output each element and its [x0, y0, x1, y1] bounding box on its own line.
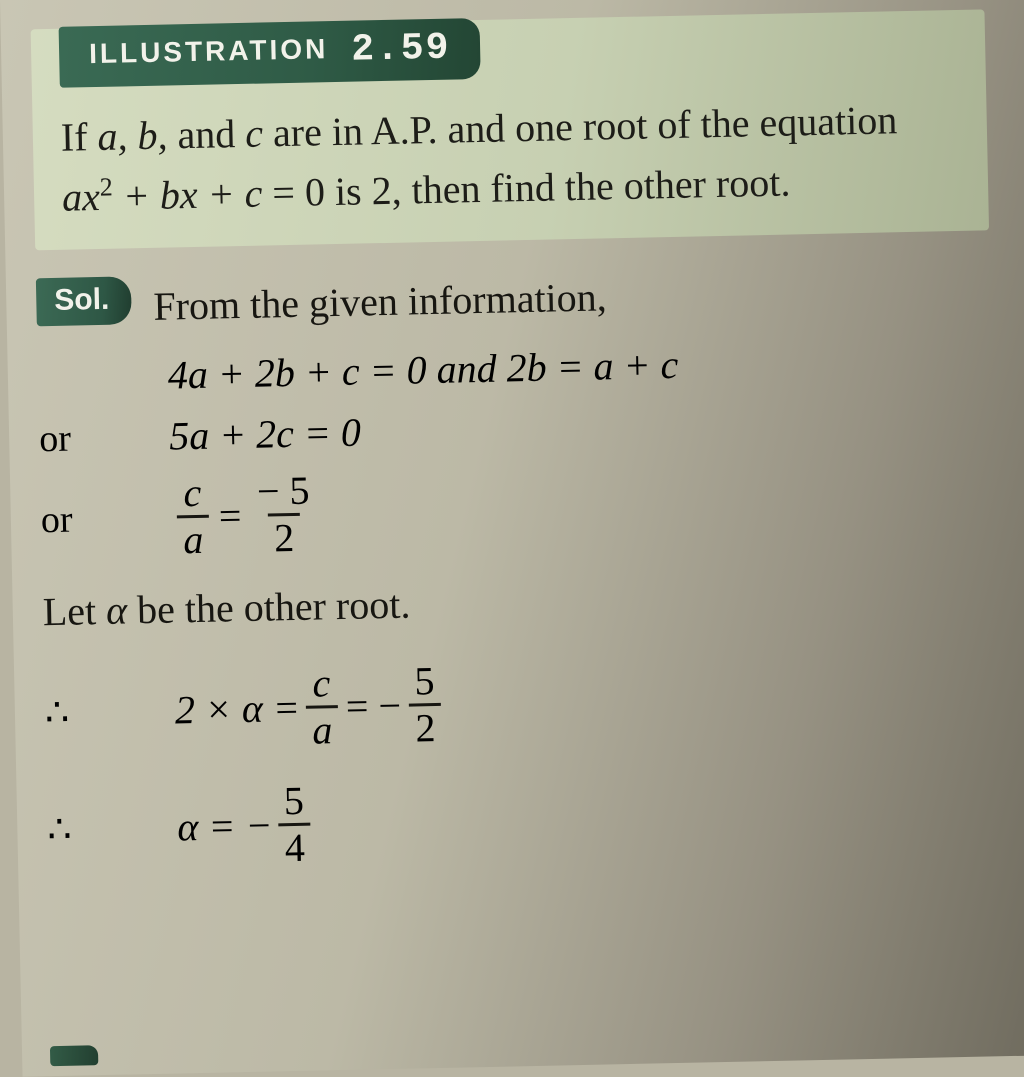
- step4-mid: = −: [345, 682, 401, 730]
- frac-c-over-a: c a: [305, 663, 339, 751]
- problem-var-c: c: [245, 111, 264, 156]
- solution-intro-row: Sol. From the given information,: [36, 258, 991, 340]
- step-4-row: ∴ 2 × α = c a = − 5 2: [44, 649, 1000, 756]
- frac-den: 2: [268, 513, 301, 559]
- problem-tail: is 2, then find the other root.: [324, 159, 790, 214]
- step-1-row: 4a + 2b + c = 0 and 2b = a + c: [37, 334, 992, 401]
- problem-vars-ab: a, b,: [97, 113, 168, 159]
- step-3-row: or c a = − 5 2: [40, 456, 996, 563]
- step-4-expr: 2 × α = c a = − 5 2: [174, 661, 448, 754]
- textbook-page: ILLUSTRATION 2.59 If a, b, and c are in …: [0, 0, 1024, 1077]
- lead-or: or: [40, 496, 141, 542]
- lead-therefore: ∴: [44, 688, 145, 735]
- lead-or: or: [39, 415, 140, 461]
- frac-den: a: [177, 515, 210, 561]
- frac-c-over-a: c a: [176, 473, 210, 561]
- illustration-label: ILLUSTRATION: [89, 33, 329, 69]
- problem-box: ILLUSTRATION 2.59 If a, b, and c are in …: [31, 9, 989, 250]
- frac-den: 2: [409, 703, 442, 749]
- frac-num: 5: [408, 661, 441, 704]
- frac-5-over-4: 5 4: [277, 781, 311, 869]
- frac-num: c: [306, 663, 337, 706]
- problem-text: and: [167, 111, 246, 158]
- equation-bxc: + bx + c: [112, 171, 262, 219]
- problem-text: If: [60, 114, 98, 160]
- let-pre: Let: [42, 588, 106, 634]
- step4-lhs: 2 × α =: [174, 684, 300, 734]
- lead-blank: [38, 375, 168, 378]
- frac-num: c: [177, 473, 208, 516]
- alpha-symbol: α: [106, 587, 128, 632]
- frac-num: − 5: [250, 471, 315, 514]
- frac-num: 5: [277, 781, 310, 824]
- frac-den: 4: [278, 823, 311, 869]
- lead-therefore: ∴: [47, 805, 148, 852]
- step5-lhs: α = −: [177, 801, 273, 850]
- step-3-expr: c a = − 5 2: [170, 470, 323, 560]
- step-5-row: ∴ α = − 5 4: [46, 766, 1002, 873]
- equation-eq0: = 0: [262, 169, 325, 215]
- frac-den: a: [306, 705, 339, 751]
- step-5-expr: α = − 5 4: [176, 781, 317, 871]
- illustration-number: 2.59: [351, 27, 451, 72]
- frac-neg5-over-2: − 5 2: [250, 471, 316, 559]
- equals: =: [218, 492, 242, 539]
- problem-text: are in A.P. and one root of the equation: [263, 97, 898, 155]
- let-alpha-line: Let α be the other root.: [42, 561, 997, 643]
- let-post: be the other root.: [127, 582, 411, 633]
- frac-5-over-2: 5 2: [408, 661, 442, 749]
- equation-ax: ax: [62, 174, 101, 220]
- step-2-row: or 5a + 2c = 0: [39, 395, 994, 462]
- next-badge-sliver: [50, 1045, 98, 1066]
- solution-badge: Sol.: [36, 276, 132, 326]
- solution-intro: From the given information,: [153, 266, 607, 337]
- step-1-expr: 4a + 2b + c = 0 and 2b = a + c: [167, 341, 678, 399]
- equation-exp: 2: [99, 172, 113, 201]
- illustration-badge: ILLUSTRATION 2.59: [59, 18, 482, 88]
- step-2-expr: 5a + 2c = 0: [169, 409, 362, 460]
